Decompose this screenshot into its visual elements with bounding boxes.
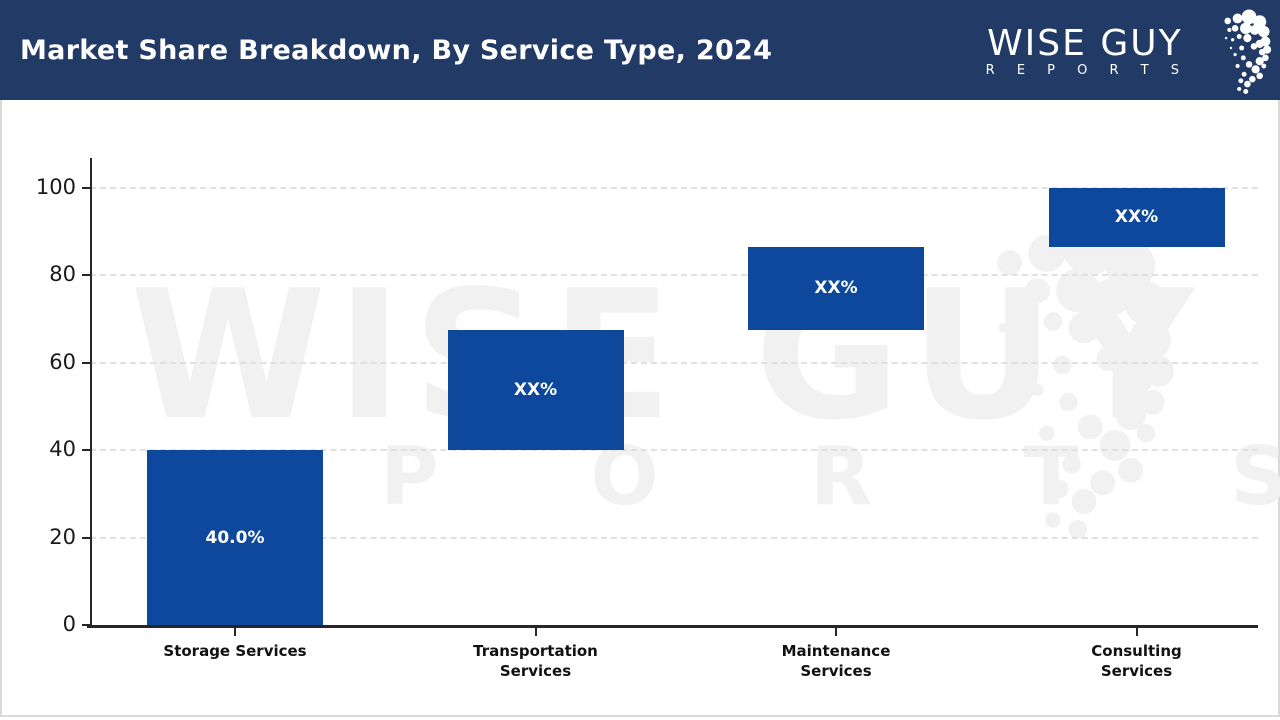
logo-subtitle: R E P O R T S bbox=[985, 63, 1188, 78]
y-tick-label: 20 bbox=[49, 524, 76, 549]
chart-area: WISE GUY P O R T S 0 20 40 60 80 100 40.0% Stor… bbox=[0, 100, 1280, 717]
wise-guy-logo: WISE GUY R E P O R T S bbox=[982, 8, 1272, 96]
y-gridline bbox=[90, 186, 1258, 189]
x-axis-line bbox=[87, 625, 1258, 628]
y-axis-line bbox=[90, 158, 92, 627]
bar-value-label: XX% bbox=[513, 379, 558, 400]
y-tick-label: 40 bbox=[49, 437, 76, 461]
bar bbox=[1048, 187, 1225, 247]
y-gridline bbox=[90, 536, 1258, 539]
dotted-head-logo-icon bbox=[1190, 7, 1272, 97]
y-tick-label: 60 bbox=[49, 349, 76, 374]
bar bbox=[748, 246, 924, 330]
y-tick-mark bbox=[82, 186, 90, 189]
y-tick-mark bbox=[82, 449, 90, 451]
y-tick-mark bbox=[82, 361, 90, 364]
bar-value-label: 40.0% bbox=[205, 527, 265, 548]
y-tick-label: 100 bbox=[35, 174, 76, 199]
x-category-label: Maintenance Services bbox=[781, 642, 891, 680]
x-category-label: Transportation Services bbox=[473, 642, 598, 680]
x-tick-mark bbox=[234, 628, 236, 636]
x-category-label: Storage Services bbox=[163, 642, 307, 660]
page-title: Market Share Breakdown, By Service Type,… bbox=[20, 34, 773, 66]
y-tick-label: 0 bbox=[62, 612, 76, 636]
bar-value-label: XX% bbox=[1114, 207, 1159, 228]
watermark-text: WISE GUY bbox=[130, 252, 1204, 459]
x-category-label: Consulting Services bbox=[1091, 642, 1182, 680]
bar-value-label: XX% bbox=[814, 278, 858, 299]
header-bar: Market Share Breakdown, By Service Type,… bbox=[0, 0, 1280, 100]
y-tick-mark bbox=[82, 536, 90, 539]
y-gridline bbox=[90, 361, 1258, 364]
x-tick-mark bbox=[835, 628, 837, 636]
y-gridline bbox=[90, 274, 1258, 276]
y-tick-label: 80 bbox=[49, 262, 76, 286]
y-gridline bbox=[90, 449, 1258, 451]
x-tick-mark bbox=[534, 628, 537, 636]
y-tick-mark bbox=[82, 274, 90, 276]
logo-wordmark: WISE GUY bbox=[987, 23, 1183, 64]
bar bbox=[447, 329, 624, 450]
y-tick-mark bbox=[82, 624, 90, 626]
x-tick-mark bbox=[1135, 628, 1138, 636]
logo-text: WISE GUY R E P O R T S bbox=[982, 25, 1188, 79]
bar bbox=[147, 450, 323, 625]
